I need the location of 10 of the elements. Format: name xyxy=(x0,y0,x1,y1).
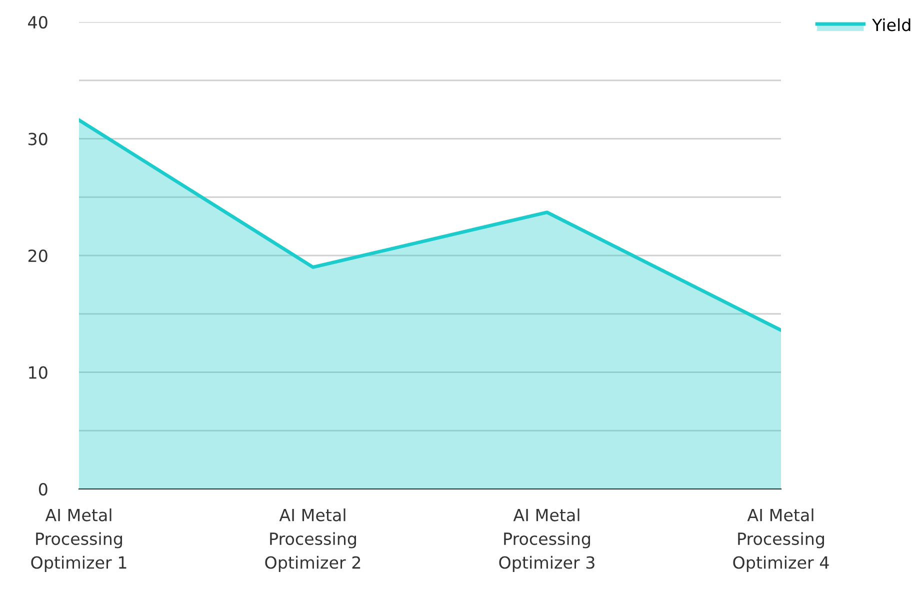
x-tick-label: AI Metal Processing Optimizer 1 xyxy=(31,508,126,572)
legend-label: Yield xyxy=(872,18,910,32)
x-tick-label: AI Metal Processing Optimizer 2 xyxy=(265,508,360,572)
x-tick-label: AI Metal Processing Optimizer 3 xyxy=(499,508,594,572)
x-tick-label: AI Metal Processing Optimizer 4 xyxy=(733,508,829,572)
y-tick-label: 20 xyxy=(28,249,48,262)
y-tick-label: 0 xyxy=(38,482,48,496)
y-tick-label: 30 xyxy=(28,132,48,146)
y-tick-label: 10 xyxy=(29,366,48,379)
y-tick-label: 40 xyxy=(28,16,48,29)
